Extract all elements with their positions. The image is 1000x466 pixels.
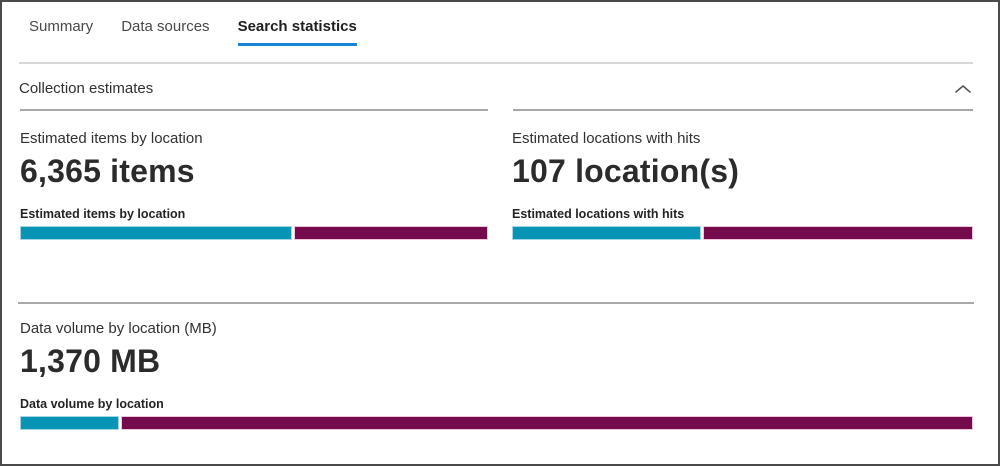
tab-bar: Summary Data sources Search statistics — [2, 2, 998, 46]
bar-label: Estimated locations with hits — [512, 207, 685, 221]
tabs-divider — [19, 62, 973, 64]
stat-caption: Data volume by location (MB) — [20, 320, 217, 337]
stat-card-items: Estimated items by location 6,365 items … — [20, 111, 488, 240]
section-title: Collection estimates — [19, 80, 154, 97]
bar-segment-teal — [512, 226, 701, 240]
bar-segment-magenta — [702, 226, 973, 240]
bar-segment-magenta — [294, 226, 488, 240]
stat-value: 6,365 items — [20, 153, 195, 189]
section-divider-right — [513, 109, 973, 111]
stat-value: 1,370 MB — [20, 343, 161, 379]
section-divider — [20, 109, 973, 111]
stat-card-locations: Estimated locations with hits 107 locati… — [512, 111, 973, 240]
stacked-bar-locations — [512, 226, 973, 240]
chevron-up-icon[interactable] — [953, 82, 973, 96]
stat-value: 107 location(s) — [512, 153, 740, 189]
tab-summary[interactable]: Summary — [29, 18, 94, 35]
bar-label: Data volume by location — [20, 397, 164, 411]
stat-caption: Estimated locations with hits — [512, 130, 701, 147]
stacked-bar-items — [20, 226, 488, 240]
stat-caption: Estimated items by location — [20, 130, 203, 147]
section-divider-left — [20, 109, 488, 111]
tab-data-sources[interactable]: Data sources — [121, 18, 210, 35]
stat-card-volume: Data volume by location (MB) 1,370 MB Da… — [20, 320, 973, 430]
bar-label: Estimated items by location — [20, 207, 186, 221]
bar-segment-teal — [20, 416, 120, 430]
volume-section-divider — [18, 302, 974, 304]
bar-segment-teal — [20, 226, 293, 240]
collection-estimates-header[interactable]: Collection estimates — [19, 64, 973, 109]
tab-search-statistics[interactable]: Search statistics — [237, 18, 357, 46]
stats-columns: Estimated items by location 6,365 items … — [20, 111, 973, 240]
stacked-bar-volume — [20, 416, 973, 430]
bar-segment-magenta — [121, 416, 973, 430]
